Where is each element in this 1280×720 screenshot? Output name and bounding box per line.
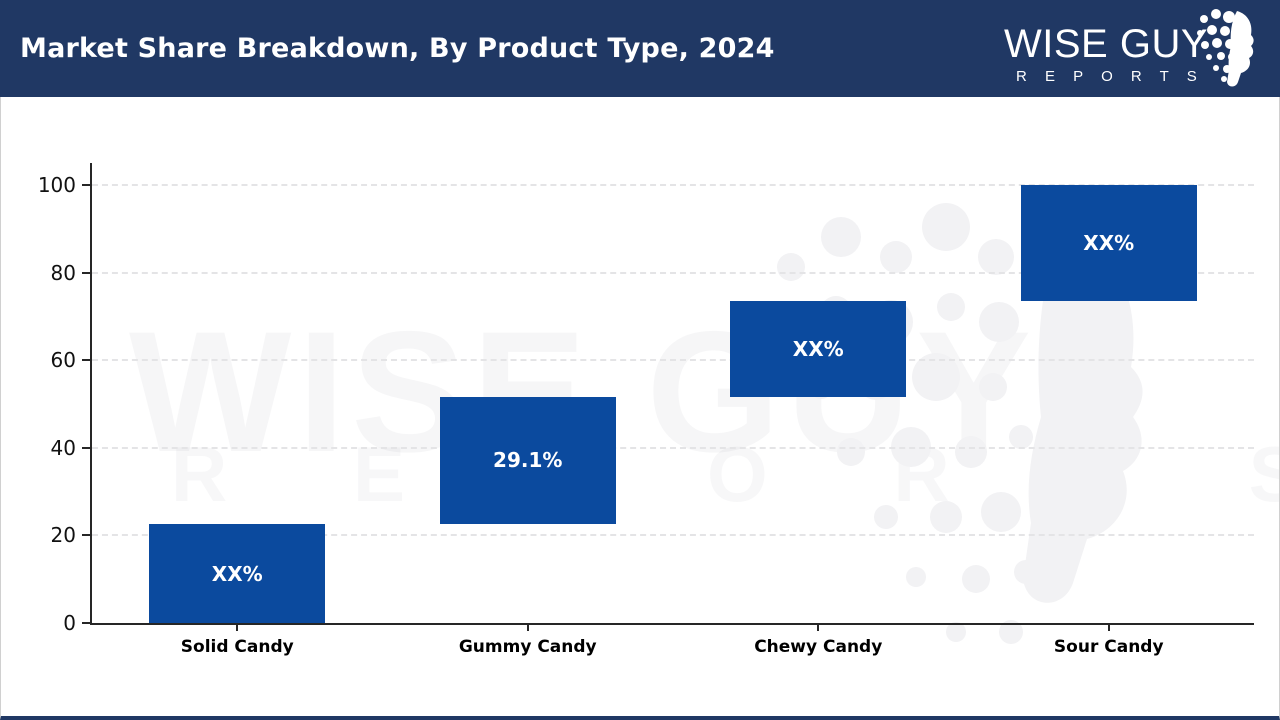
y-tick-label-80: 80 bbox=[50, 260, 76, 285]
logo-wordmark: WISE GUY bbox=[1004, 22, 1208, 66]
page-title: Market Share Breakdown, By Product Type,… bbox=[20, 33, 775, 64]
bar-gummy-candy: 29.1% bbox=[439, 396, 616, 524]
x-tick-label-sour-candy: Sour Candy bbox=[1053, 637, 1164, 657]
y-tick-label-0: 0 bbox=[63, 611, 76, 635]
y-tick-mark-80 bbox=[82, 271, 90, 274]
x-tick-mark-gummy-candy bbox=[526, 623, 529, 631]
chart-area: WISE GUY R E P O R T S 0 20 40 60 80 100 XX% 2… bbox=[0, 97, 1280, 720]
bar-chewy-candy: XX% bbox=[730, 301, 907, 397]
x-tick-label-solid-candy: Solid Candy bbox=[180, 637, 294, 657]
gridline-100 bbox=[92, 183, 1254, 186]
logo-subtext: R E P O R T S bbox=[1016, 68, 1204, 85]
y-tick-mark-40 bbox=[82, 446, 90, 449]
x-tick-mark-sour-candy bbox=[1107, 623, 1110, 631]
gridline-40 bbox=[92, 446, 1254, 449]
logo-face-icon bbox=[1197, 8, 1254, 86]
logo-graphic: WISE GUY R E P O R T S bbox=[1004, 8, 1254, 86]
gridline-80 bbox=[92, 271, 1254, 274]
y-tick-label-100: 100 bbox=[37, 172, 76, 197]
x-tick-label-gummy-candy: Gummy Candy bbox=[458, 637, 597, 657]
plot-area: 0 20 40 60 80 100 XX% 29.1% XX% XX% Solid Candy G… bbox=[38, 163, 1254, 657]
header-bar: Market Share Breakdown, By Product Type,… bbox=[0, 0, 1280, 97]
bar-value-label: 29.1% bbox=[493, 448, 563, 473]
bar-sour-candy: XX% bbox=[1020, 184, 1197, 302]
bar-value-label: XX% bbox=[792, 336, 844, 361]
brand-logo: WISE GUY R E P O R T S bbox=[1004, 7, 1256, 91]
y-tick-label-40: 40 bbox=[50, 435, 76, 460]
x-tick-mark-solid-candy bbox=[236, 623, 239, 631]
bar-solid-candy: XX% bbox=[149, 524, 326, 623]
bar-value-label: XX% bbox=[211, 561, 263, 586]
x-tick-label-chewy-candy: Chewy Candy bbox=[754, 637, 883, 657]
gridline-20 bbox=[92, 534, 1254, 537]
gridline-60 bbox=[92, 359, 1254, 362]
y-tick-label-60: 60 bbox=[50, 348, 76, 373]
x-tick-mark-chewy-candy bbox=[817, 623, 820, 631]
y-tick-label-20: 20 bbox=[50, 523, 76, 548]
y-tick-mark-100 bbox=[82, 183, 90, 186]
bar-value-label: XX% bbox=[1083, 231, 1135, 256]
y-tick-mark-0 bbox=[82, 622, 90, 624]
y-tick-mark-20 bbox=[82, 534, 90, 537]
y-tick-mark-60 bbox=[82, 359, 90, 362]
